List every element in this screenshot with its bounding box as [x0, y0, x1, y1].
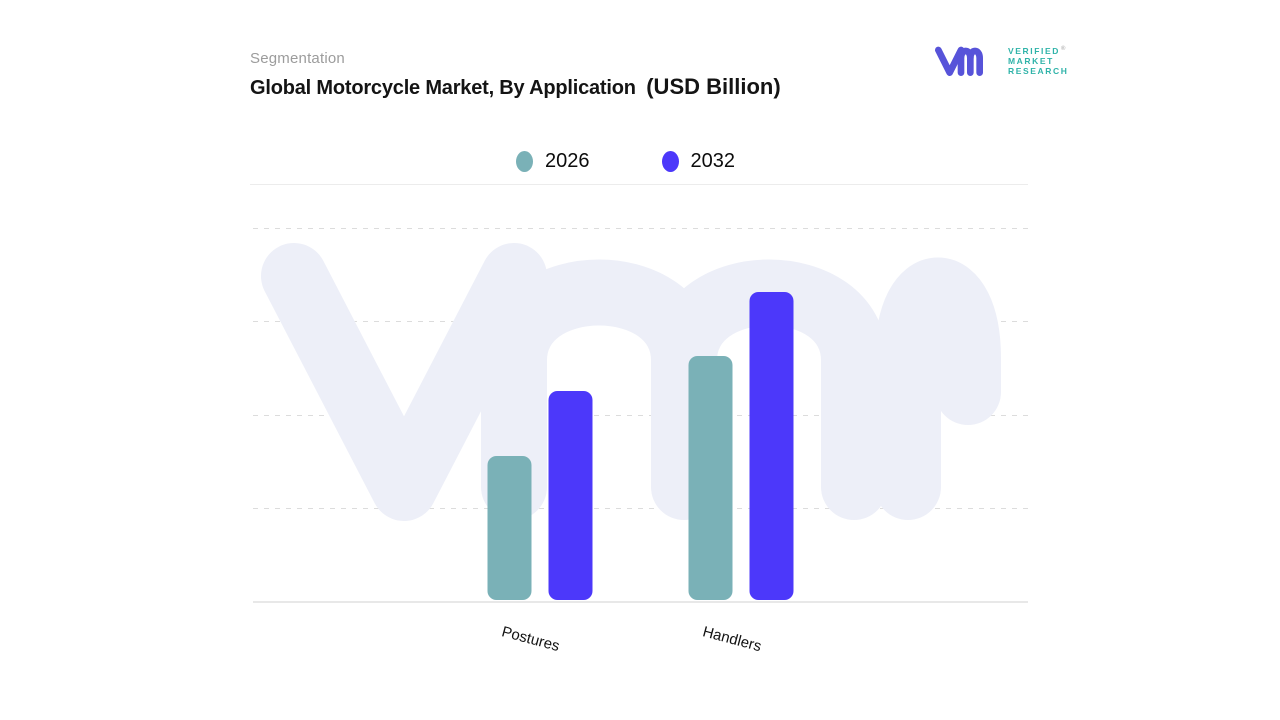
bar-group-postures	[487, 227, 593, 600]
legend-item-2032[interactable]: 2032	[661, 149, 736, 173]
gridline	[253, 414, 1028, 416]
gridline	[253, 507, 1028, 509]
legend-item-2026[interactable]: 2026	[516, 150, 590, 173]
gridline	[253, 228, 1028, 229]
logo-line-research: RESEARCH	[1008, 65, 1069, 76]
legend-dot-2032	[661, 150, 679, 172]
page-title: Global Motorcycle Market, By Application…	[250, 74, 781, 100]
plot-area: Postures Handlers	[253, 227, 1028, 655]
legend-label-2026: 2026	[545, 149, 590, 172]
logo-line-market: MARKET	[1008, 55, 1054, 66]
page-title-main: Global Motorcycle Market, By Application	[250, 77, 636, 99]
chart-legend: 2026 2032	[253, 147, 998, 175]
bar-2032-handlers[interactable]	[749, 292, 794, 600]
vmr-watermark-icon	[261, 243, 1001, 521]
registered-mark: ®	[1061, 46, 1068, 53]
page-title-units: (USD Billion)	[646, 74, 781, 99]
eyebrow-segmentation: Segmentation	[250, 50, 345, 67]
bar-group-handlers	[688, 227, 794, 600]
bar-2032-postures[interactable]	[548, 391, 593, 600]
x-axis-label-handlers: Handlers	[701, 623, 764, 656]
gridline	[253, 321, 1028, 323]
legend-dot-2026	[516, 150, 533, 172]
bar-2026-handlers[interactable]	[688, 355, 733, 600]
bar-2026-postures[interactable]	[487, 456, 532, 600]
logo-line-verified: VERIFIED®	[1008, 45, 1068, 56]
header-separator	[250, 184, 1028, 185]
legend-label-2032: 2032	[690, 149, 736, 172]
vmr-logo-text: VERIFIED® MARKET RESEARCH	[1008, 44, 1069, 76]
vmr-logo: VERIFIED® MARKET RESEARCH	[933, 40, 1069, 80]
vmr-monogram-icon	[934, 46, 983, 76]
x-axis-label-postures: Postures	[499, 623, 562, 656]
